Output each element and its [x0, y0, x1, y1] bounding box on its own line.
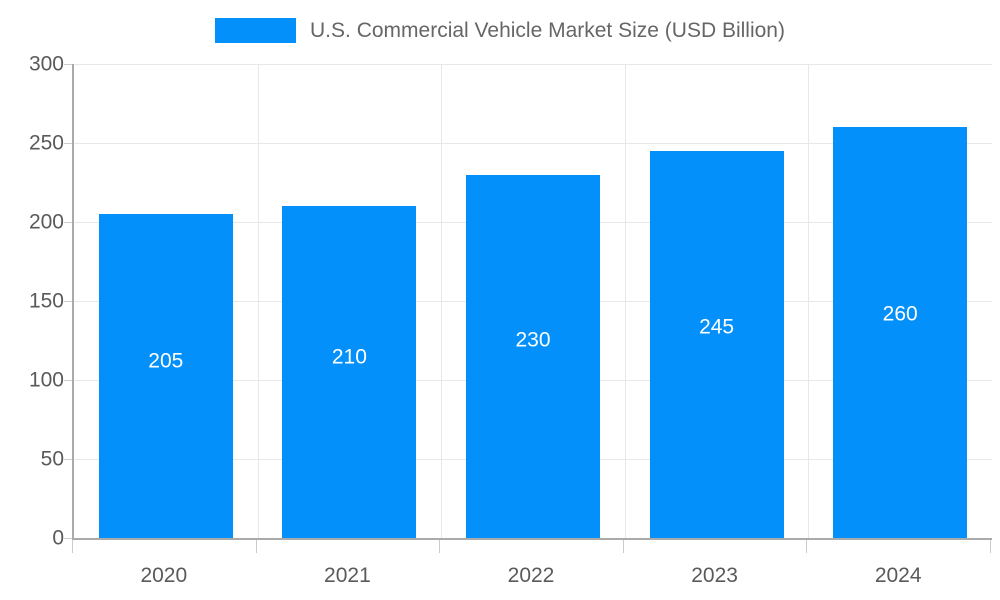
y-axis-tick-mark	[64, 222, 72, 223]
x-axis-tick-mark	[439, 539, 441, 553]
gridline-vertical	[808, 64, 810, 538]
y-axis-tick-mark	[64, 538, 72, 539]
y-axis-tick-label: 100	[28, 368, 64, 392]
legend-color-swatch-icon	[215, 17, 297, 43]
x-axis-tick-label: 2021	[324, 564, 371, 587]
x-axis-tick-label: 2022	[507, 564, 555, 587]
x-axis-tick-label: 2024	[874, 564, 922, 587]
gridline-horizontal	[74, 64, 992, 65]
bar[interactable]	[833, 127, 968, 538]
x-axis-tick-label: 2023	[691, 564, 738, 587]
y-axis-tick-mark	[64, 143, 72, 144]
gridline-vertical	[257, 64, 259, 538]
y-axis-tick-label: 50	[40, 447, 64, 471]
bar[interactable]	[98, 214, 233, 538]
y-axis-tick-label: 150	[28, 289, 64, 313]
bar[interactable]	[282, 206, 417, 538]
y-axis-tick-mark	[64, 301, 72, 302]
x-axis-tick-label: 2020	[140, 564, 188, 587]
plot-area: 205 210 230 245 260	[72, 64, 992, 540]
bar[interactable]	[649, 150, 784, 538]
bar[interactable]	[466, 174, 600, 538]
gridline-vertical	[624, 64, 626, 538]
y-axis-tick-label: 0	[52, 526, 64, 550]
legend-item-label: U.S. Commercial Vehicle Market Size (USD…	[310, 18, 785, 42]
gridline-vertical	[441, 64, 443, 538]
x-axis-tick-mark	[255, 539, 257, 553]
y-axis-tick-label: 300	[28, 52, 64, 76]
y-axis-tick-label: 250	[28, 131, 64, 155]
gridline-horizontal	[74, 143, 992, 144]
chart-legend: U.S. Commercial Vehicle Market Size (USD…	[0, 0, 1000, 60]
x-axis-tick-mark	[806, 539, 808, 553]
y-axis-tick-mark	[64, 64, 72, 65]
legend-item-series-1[interactable]: U.S. Commercial Vehicle Market Size (USD…	[215, 17, 785, 43]
y-axis-tick-label: 200	[28, 210, 64, 234]
x-axis-tick-mark	[72, 539, 73, 553]
y-axis-tick-mark	[64, 380, 72, 381]
x-axis-tick-mark	[622, 539, 624, 553]
y-axis-tick-mark	[64, 459, 72, 460]
x-axis-tick-mark	[990, 539, 991, 553]
